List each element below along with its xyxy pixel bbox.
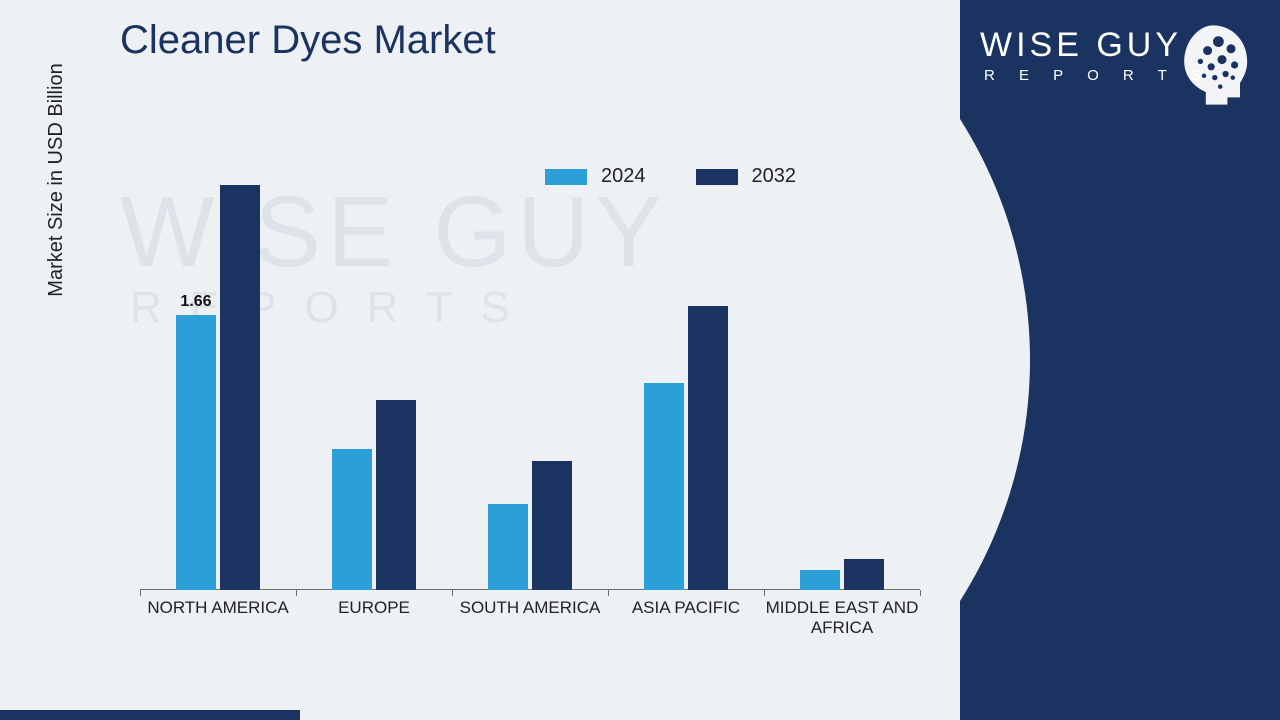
bar-2032 <box>220 185 260 590</box>
bar-2024 <box>644 383 684 590</box>
category-label: SOUTH AMERICA <box>452 590 608 618</box>
bar-value-label: 1.66 <box>166 293 226 311</box>
bar-2024 <box>176 315 216 590</box>
chart-plot: 1.66NORTH AMERICAEUROPESOUTH AMERICAASIA… <box>140 160 920 590</box>
category-label: MIDDLE EAST AND AFRICA <box>764 590 920 637</box>
bar-2032 <box>376 400 416 590</box>
bar-2032 <box>532 461 572 590</box>
bar-2032 <box>688 306 728 590</box>
bar-2032 <box>844 559 884 590</box>
chart-area: Market Size in USD Billion 1.66NORTH AME… <box>100 160 920 590</box>
chart-title: Cleaner Dyes Market <box>120 18 496 63</box>
brand-logo-text: WISE GUY R E P O R T S <box>980 26 1250 84</box>
category-label: ASIA PACIFIC <box>608 590 764 618</box>
bar-2024 <box>332 449 372 590</box>
bar-2024 <box>800 570 840 590</box>
category-label: NORTH AMERICA <box>140 590 296 618</box>
bar-2024 <box>488 504 528 590</box>
axis-tick <box>920 590 921 596</box>
y-axis-label: Market Size in USD Billion <box>45 0 68 370</box>
page-root: WISE GUY R E P O R T S Cleaner Dyes Mark… <box>0 0 1280 720</box>
brand-line1: WISE GUY <box>980 26 1250 65</box>
brand-line2: R E P O R T S <box>980 67 1250 84</box>
category-label: EUROPE <box>296 590 452 618</box>
bottom-accent-bar <box>0 710 300 720</box>
